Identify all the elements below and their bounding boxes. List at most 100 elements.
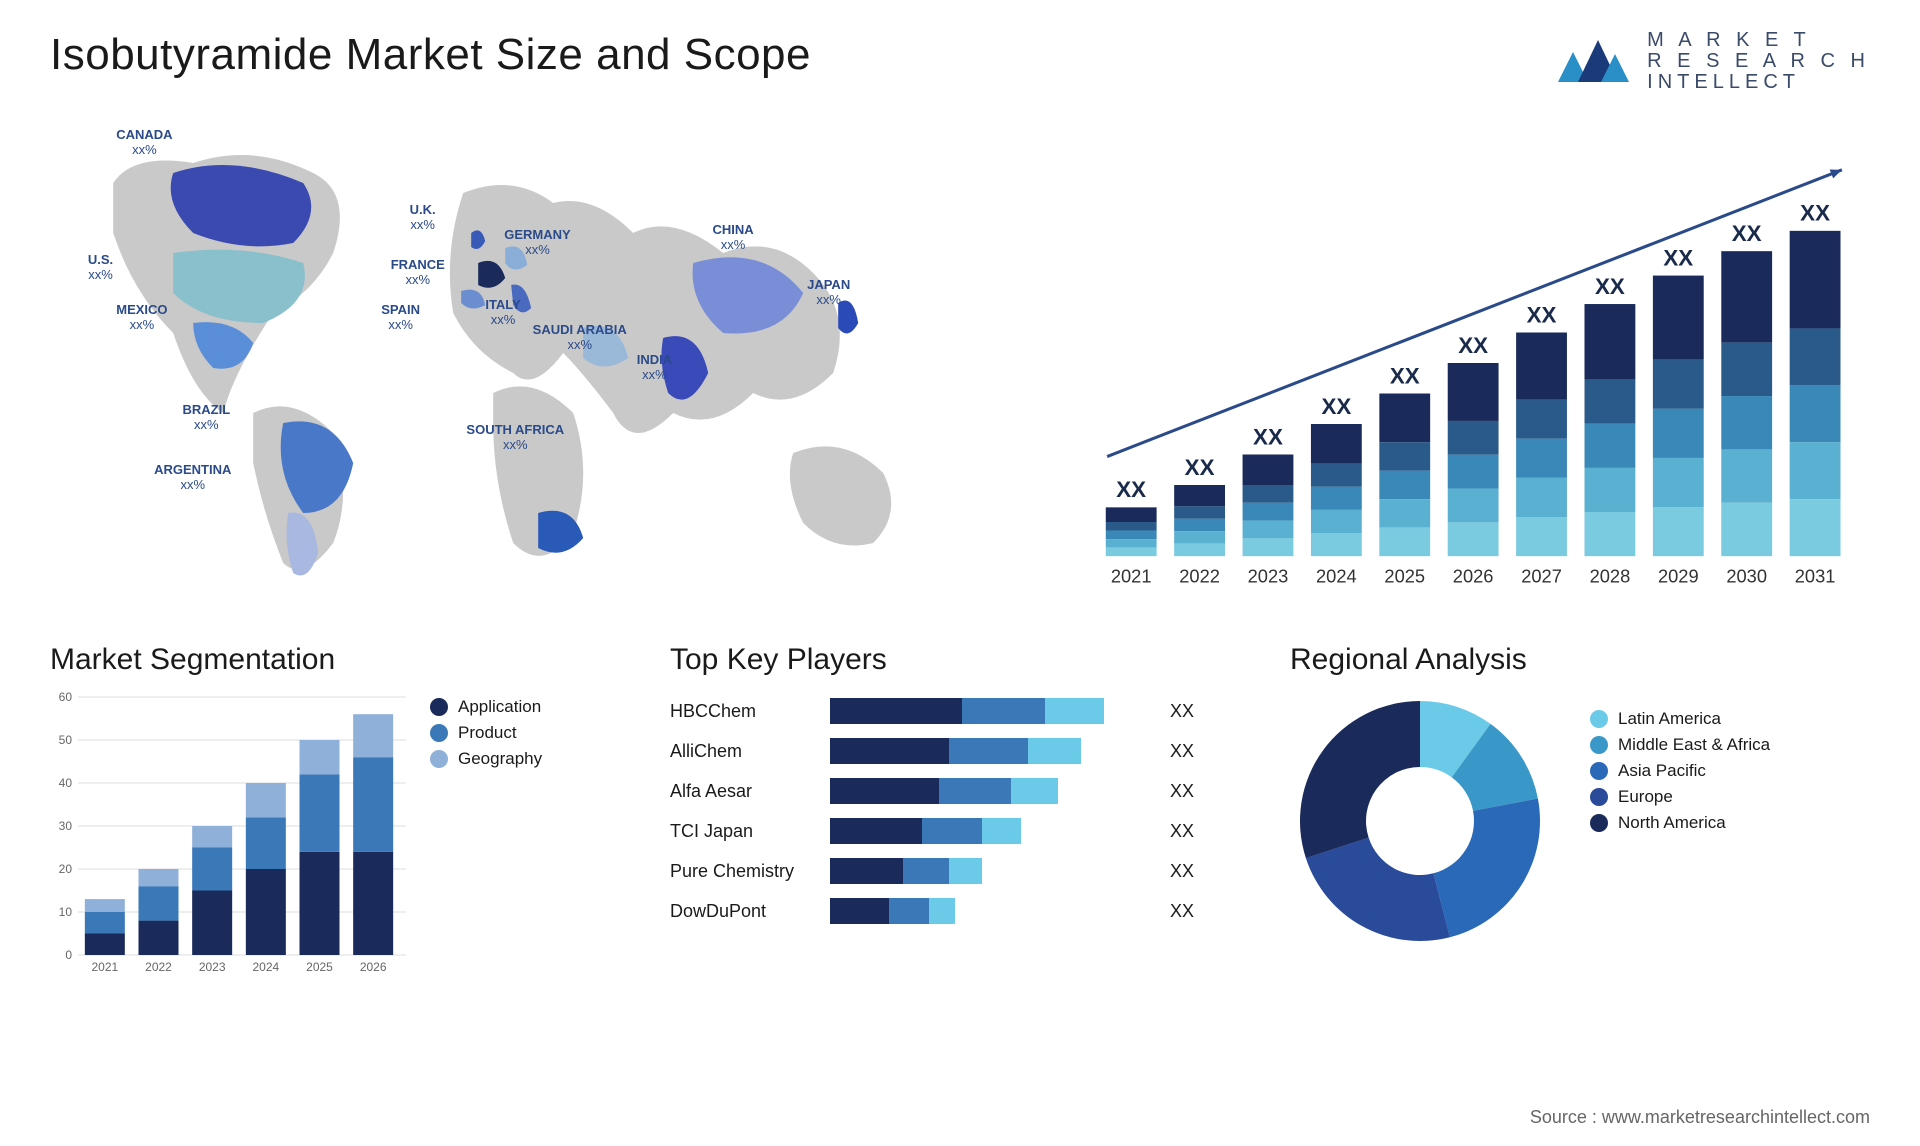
segmentation-panel: Market Segmentation 01020304050602021202… xyxy=(50,643,630,977)
player-bar-seg xyxy=(982,818,1022,844)
player-row-allichem: AlliChem XX xyxy=(670,731,1250,771)
map-label-china: CHINAxx% xyxy=(712,223,753,253)
player-bar xyxy=(830,738,1160,764)
player-bar xyxy=(830,818,1160,844)
svg-text:XX: XX xyxy=(1185,455,1215,480)
player-label: Alfa Aesar xyxy=(670,781,830,802)
logo-mark xyxy=(1553,32,1633,92)
player-row-dowdupont: DowDuPont XX xyxy=(670,891,1250,931)
player-bar-seg xyxy=(1028,738,1081,764)
player-row-alfa-aesar: Alfa Aesar XX xyxy=(670,771,1250,811)
player-label: AlliChem xyxy=(670,741,830,762)
player-bar xyxy=(830,698,1160,724)
svg-text:50: 50 xyxy=(59,733,73,747)
player-value: XX xyxy=(1170,781,1194,802)
region-legend-asia-pacific: Asia Pacific xyxy=(1590,761,1870,781)
player-value: XX xyxy=(1170,741,1194,762)
player-bar-seg xyxy=(830,898,889,924)
player-bar-seg xyxy=(830,858,903,884)
player-label: Pure Chemistry xyxy=(670,861,830,882)
player-bar-seg xyxy=(1045,698,1104,724)
map-label-mexico: MEXICOxx% xyxy=(116,303,167,333)
svg-text:2023: 2023 xyxy=(1248,566,1289,587)
players-panel: Top Key Players HBCChemXXAlliChemXXAlfa … xyxy=(670,643,1250,977)
map-label-u-k-: U.K.xx% xyxy=(410,203,436,233)
svg-text:2022: 2022 xyxy=(1180,566,1221,587)
player-bar-seg xyxy=(889,898,929,924)
seg-legend-product: Product xyxy=(430,723,542,743)
svg-text:XX: XX xyxy=(1117,477,1147,502)
svg-text:2022: 2022 xyxy=(145,960,172,974)
map-label-italy: ITALYxx% xyxy=(485,298,520,328)
svg-text:60: 60 xyxy=(59,691,73,704)
svg-text:XX: XX xyxy=(1732,221,1762,246)
player-bar-seg xyxy=(939,778,1012,804)
logo-line1: M A R K E T xyxy=(1647,30,1870,51)
world-map-panel: CANADAxx%U.S.xx%MEXICOxx%BRAZILxx%ARGENT… xyxy=(50,113,996,613)
svg-text:XX: XX xyxy=(1390,363,1420,388)
svg-text:XX: XX xyxy=(1527,302,1557,327)
svg-text:XX: XX xyxy=(1253,424,1283,449)
donut-svg xyxy=(1290,691,1550,951)
top-row: CANADAxx%U.S.xx%MEXICOxx%BRAZILxx%ARGENT… xyxy=(50,113,1870,613)
map-label-japan: JAPANxx% xyxy=(807,278,850,308)
player-bar-seg xyxy=(962,698,1045,724)
svg-text:XX: XX xyxy=(1459,333,1489,358)
player-bar-seg xyxy=(949,738,1028,764)
player-bar xyxy=(830,778,1160,804)
map-label-brazil: BRAZILxx% xyxy=(182,403,230,433)
region-legend-middle-east-africa: Middle East & Africa xyxy=(1590,735,1870,755)
player-bar-seg xyxy=(922,818,981,844)
player-bar xyxy=(830,858,1160,884)
logo-line2: R E S E A R C H xyxy=(1647,51,1870,72)
main-chart-svg: XX2021XX2022XX2023XX2024XX2025XX2026XX20… xyxy=(1036,113,1870,613)
svg-text:0: 0 xyxy=(65,948,72,962)
players-title: Top Key Players xyxy=(670,643,1250,677)
map-label-france: FRANCExx% xyxy=(391,258,445,288)
logo-line3: INTELLECT xyxy=(1647,72,1870,93)
svg-text:2025: 2025 xyxy=(306,960,333,974)
svg-text:XX: XX xyxy=(1322,394,1352,419)
players-list: HBCChemXXAlliChemXXAlfa AesarXXTCI Japan… xyxy=(670,691,1250,931)
svg-text:2021: 2021 xyxy=(91,960,118,974)
seg-legend-application: Application xyxy=(430,697,542,717)
svg-text:2025: 2025 xyxy=(1385,566,1426,587)
player-bar-seg xyxy=(949,858,982,884)
segmentation-title: Market Segmentation xyxy=(50,643,630,677)
svg-text:XX: XX xyxy=(1595,274,1625,299)
map-label-germany: GERMANYxx% xyxy=(504,228,570,258)
map-label-saudi-arabia: SAUDI ARABIAxx% xyxy=(533,323,627,353)
player-bar-seg xyxy=(1011,778,1057,804)
player-bar-seg xyxy=(830,738,949,764)
player-row-hbcchem: HBCChemXX xyxy=(670,691,1250,731)
svg-text:2029: 2029 xyxy=(1658,566,1699,587)
player-value: XX xyxy=(1170,901,1194,922)
player-bar-seg xyxy=(903,858,949,884)
donut-container xyxy=(1290,691,1570,951)
player-value: XX xyxy=(1170,861,1194,882)
segmentation-legend: ApplicationProductGeography xyxy=(430,691,542,977)
svg-text:2024: 2024 xyxy=(252,960,279,974)
map-label-spain: SPAINxx% xyxy=(381,303,420,333)
region-legend-europe: Europe xyxy=(1590,787,1870,807)
player-label: DowDuPont xyxy=(670,901,830,922)
svg-text:2023: 2023 xyxy=(199,960,226,974)
svg-text:2031: 2031 xyxy=(1795,566,1836,587)
player-bar-seg xyxy=(830,698,962,724)
player-bar xyxy=(830,898,1160,924)
player-bar-seg xyxy=(929,898,955,924)
region-legend: Latin America Middle East & Africa Asia Pa… xyxy=(1590,691,1870,839)
svg-text:2030: 2030 xyxy=(1727,566,1768,587)
main-chart-panel: XX2021XX2022XX2023XX2024XX2025XX2026XX20… xyxy=(1036,113,1870,613)
svg-text:XX: XX xyxy=(1801,201,1831,226)
player-row-tci-japan: TCI JapanXX xyxy=(670,811,1250,851)
svg-text:2026: 2026 xyxy=(1453,566,1494,587)
region-title: Regional Analysis xyxy=(1290,643,1870,677)
region-legend-latin-america: Latin America xyxy=(1590,709,1870,729)
player-label: HBCChem xyxy=(670,701,830,722)
page-title: Isobutyramide Market Size and Scope xyxy=(50,30,811,80)
svg-text:10: 10 xyxy=(59,905,73,919)
player-value: XX xyxy=(1170,821,1194,842)
player-bar-seg xyxy=(830,778,939,804)
svg-text:XX: XX xyxy=(1664,245,1694,270)
